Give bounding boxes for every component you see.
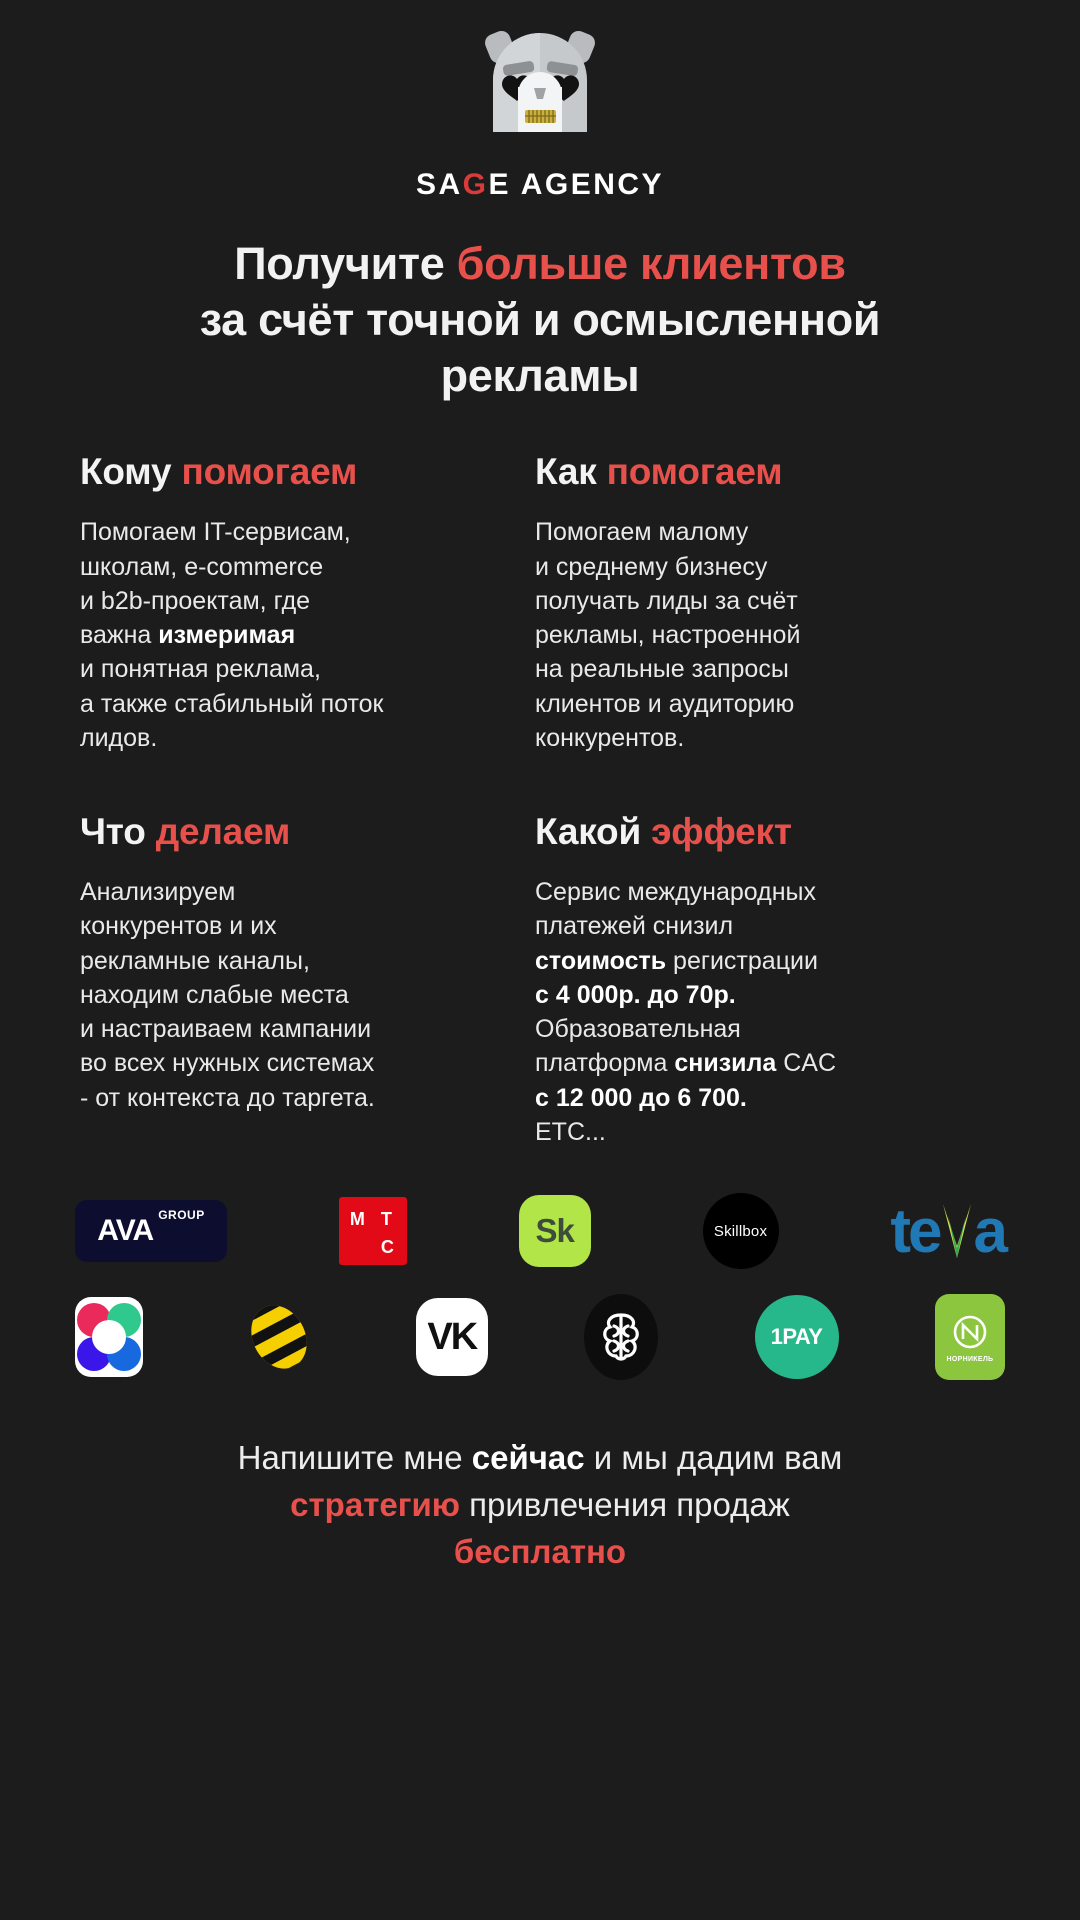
- vk-logo: VK: [415, 1298, 488, 1377]
- block-title: Как помогаем: [535, 451, 970, 493]
- ava-group-logo: AVA GROUP: [75, 1200, 227, 1263]
- cta-line1-bold: сейчас: [471, 1439, 585, 1477]
- skolkovo-sk-text: Sk: [518, 1195, 591, 1268]
- headline-line1-white: Получите: [234, 238, 457, 289]
- cta-line2-red: стратегию: [290, 1486, 460, 1523]
- block-body: Сервис международных платежей снизил стоим…: [535, 878, 837, 1146]
- block-title-white: Какой: [535, 811, 652, 853]
- block-title-red: делаем: [155, 811, 291, 853]
- block-title-red: помогаем: [606, 451, 783, 493]
- brand-name-accent: G: [462, 168, 489, 201]
- page-title: Получите больше клиентов за счёт точной …: [90, 236, 990, 403]
- cta-line2-b: привлечения продаж: [459, 1486, 790, 1523]
- nornickel-sub: НОРНИКЕЛЬ: [946, 1355, 994, 1363]
- beeline-stripes-icon: [240, 1297, 318, 1378]
- onepay-text: 1PAY: [754, 1295, 839, 1380]
- client-logos-row-2: VK 1PA: [75, 1291, 1005, 1383]
- vk-text: VK: [415, 1298, 488, 1377]
- block-title: Кому помогаем: [80, 451, 475, 493]
- block-title-white: Что: [80, 811, 156, 853]
- cta-text: Напишите мне сейчас и мы дадим вам страт…: [90, 1435, 990, 1576]
- block-title-red: эффект: [651, 811, 792, 853]
- skolkovo-sk-logo: Sk: [518, 1195, 591, 1268]
- colors-four-circles-logo: [75, 1297, 143, 1378]
- headline-line1-red: больше клиентов: [456, 238, 846, 289]
- bear-mascot-icon: [465, 22, 615, 147]
- headline-line3: рекламы: [440, 349, 640, 401]
- client-logos-row-1: AVA GROUP M T C Sk Skillbox te a: [75, 1185, 1009, 1277]
- brand-name-part2: E AGENCY: [488, 168, 665, 201]
- brand-name-part1: SA: [415, 168, 463, 201]
- teva-text-left: te: [890, 1196, 942, 1266]
- ava-group-sub: GROUP: [158, 1208, 205, 1223]
- block-body: Анализируем конкурентов и их рекламные кан…: [80, 878, 375, 1112]
- mts-letter-t: T: [380, 1209, 392, 1230]
- circle-white-icon: [92, 1320, 126, 1355]
- block-kakoy-effekt: Какой эффект Сервис международных платеже…: [535, 811, 970, 1149]
- block-title-red: помогаем: [181, 451, 358, 493]
- brain-knot-icon: [584, 1294, 659, 1381]
- brain-knot-logo: [584, 1294, 659, 1381]
- onepay-logo: 1PAY: [754, 1295, 839, 1380]
- client-logos: AVA GROUP M T C Sk Skillbox te a: [75, 1185, 1009, 1383]
- beeline-logo: [239, 1297, 319, 1378]
- block-chto-delaem: Что делаем Анализируем конкурентов и их ре…: [80, 811, 475, 1149]
- block-title: Что делаем: [80, 811, 475, 853]
- ava-group-mark: AVA: [97, 1214, 154, 1248]
- brand-name: SAGE AGENCY: [0, 168, 1080, 202]
- teva-text-right: a: [973, 1196, 1009, 1266]
- skillbox-text: Skillbox: [702, 1193, 779, 1270]
- mts-logo: M T C: [338, 1197, 407, 1266]
- headline-line2: за счёт точной и осмысленной: [199, 293, 881, 345]
- content-grid: Кому помогаем Помогаем IT-сервисам, школа…: [80, 451, 1000, 1149]
- teva-leaf-icon: [940, 1200, 974, 1263]
- mts-letter-c: C: [380, 1237, 394, 1258]
- block-title-white: Кому: [80, 451, 182, 493]
- cta-line1-a: Напишите мне: [237, 1439, 472, 1477]
- cta-line1-c: и мы дадим вам: [584, 1439, 843, 1477]
- mts-letter-m: M: [349, 1209, 365, 1230]
- block-body: Помогаем малому и среднему бизнесу получат…: [535, 518, 801, 752]
- block-komu-pomogaem: Кому помогаем Помогаем IT-сервисам, школа…: [80, 451, 475, 755]
- block-body: Помогаем IT-сервисам, школам, e-commerce и…: [80, 518, 384, 752]
- nornickel-logo: НОРНИКЕЛЬ: [934, 1294, 1005, 1381]
- block-kak-pomogaem: Как помогаем Помогаем малому и среднему б…: [535, 451, 970, 755]
- block-title: Какой эффект: [535, 811, 970, 853]
- cta-line3-red: бесплатно: [453, 1532, 627, 1570]
- brand-header: SAGE AGENCY: [0, 0, 1080, 202]
- block-title-white: Как: [535, 451, 607, 493]
- nornickel-monogram-icon: [953, 1315, 987, 1348]
- skillbox-logo: Skillbox: [702, 1193, 779, 1270]
- teva-logo: te a: [890, 1196, 1009, 1266]
